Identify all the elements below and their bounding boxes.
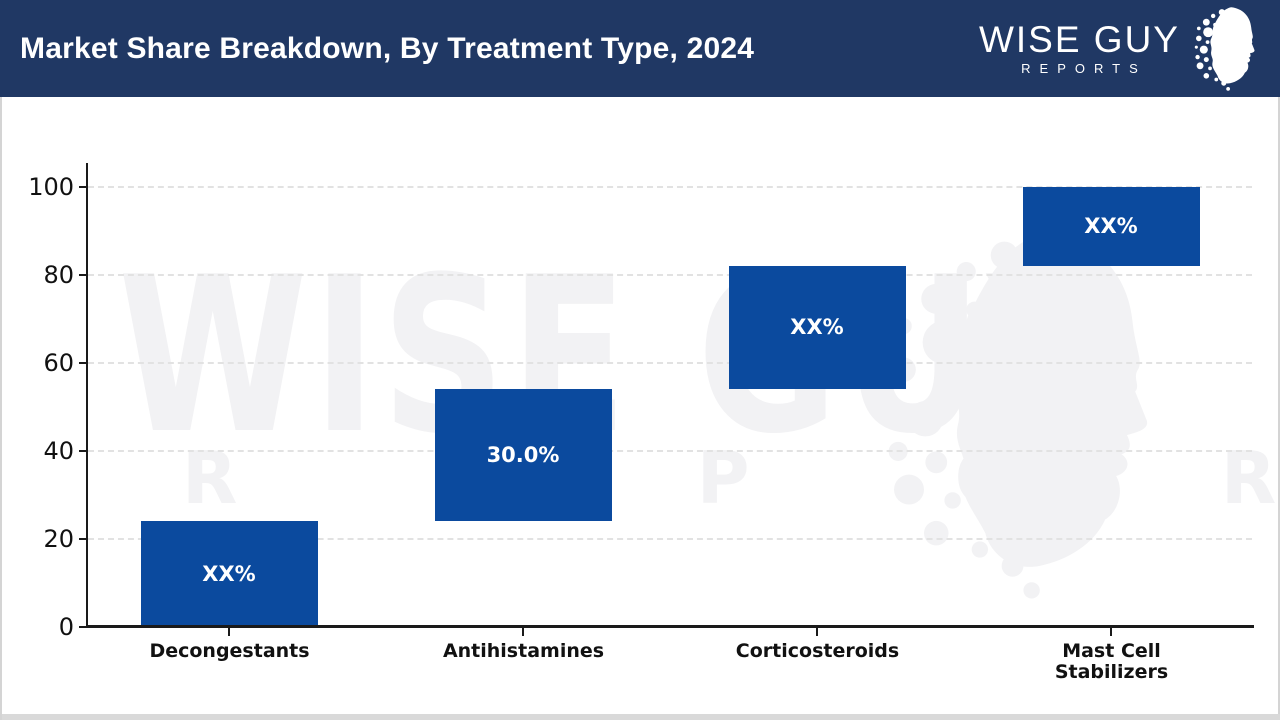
x-category-label-1: Antihistamines [442, 640, 605, 662]
logo-wordmark: WISE GUY [978, 19, 1180, 60]
x-tick-mark-1 [522, 628, 524, 636]
y-tick-label-40: 40 [43, 436, 74, 465]
y-tick-label-80: 80 [43, 260, 74, 289]
x-category-label-0: Decongestants [149, 640, 310, 662]
bar-value-label: XX% [790, 315, 844, 340]
bar-mast-cell-stabilizers: XX% [1022, 186, 1200, 266]
x-tick-mark-3 [1110, 628, 1112, 636]
bar-value-label: XX% [202, 562, 256, 587]
y-axis-spine [86, 163, 88, 628]
x-tick-mark-0 [228, 628, 230, 636]
gridline-y-80 [88, 273, 1252, 276]
y-tick-mark-20 [79, 537, 88, 540]
y-tick-label-100: 100 [28, 172, 74, 201]
bar-corticosteroids: XX% [728, 265, 906, 390]
x-category-label-3: Mast Cell Stabilizers [1054, 640, 1169, 683]
bar-value-label: XX% [1084, 214, 1138, 239]
watermark-head-icon [885, 233, 1148, 599]
gridline-y-60 [88, 361, 1252, 364]
y-tick-label-20: 20 [43, 524, 74, 553]
gridline-y-100 [88, 185, 1252, 188]
y-tick-mark-0 [79, 626, 88, 628]
y-tick-mark-80 [79, 273, 88, 276]
logo-text: WISE GUY REPORTS [978, 19, 1180, 77]
header-bar: Market Share Breakdown, By Treatment Typ… [0, 0, 1280, 97]
bar-value-label: 30.0% [486, 443, 560, 468]
footer-strip [2, 714, 1280, 720]
y-tick-mark-40 [79, 449, 88, 452]
y-tick-label-60: 60 [43, 348, 74, 377]
y-tick-label-0: 0 [58, 613, 74, 641]
x-category-label-2: Corticosteroids [735, 640, 900, 662]
bar-decongestants: XX% [140, 521, 318, 627]
bar-antihistamines: 30.0% [434, 389, 612, 522]
x-axis-spine [86, 625, 1254, 628]
y-tick-mark-60 [79, 361, 88, 364]
logo-subtitle: REPORTS [1021, 61, 1147, 76]
gridline-y-40 [88, 449, 1252, 452]
y-tick-mark-100 [79, 185, 88, 188]
x-tick-mark-2 [816, 628, 818, 636]
gridline-y-20 [88, 537, 1252, 540]
page-title: Market Share Breakdown, By Treatment Typ… [20, 31, 755, 65]
wise-guy-reports-logo: WISE GUY REPORTS [979, 0, 1266, 97]
